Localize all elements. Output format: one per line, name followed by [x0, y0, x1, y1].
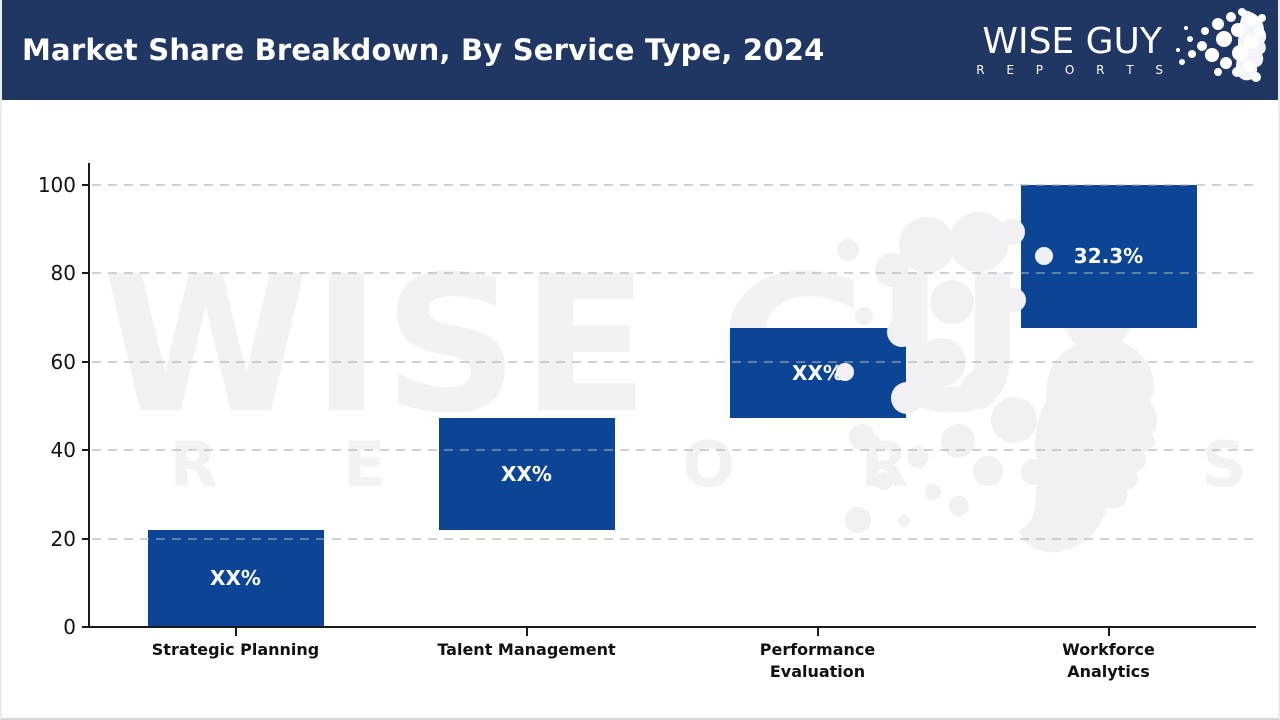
x-category-label: Performance Evaluation — [759, 640, 876, 681]
bar-segment: XX% — [438, 417, 615, 530]
y-tick-label: 20 — [50, 526, 76, 551]
x-category-label: Strategic Planning — [151, 640, 320, 659]
y-gridline — [92, 449, 1254, 452]
bar-value-label: XX% — [792, 360, 843, 385]
y-tick-mark — [82, 537, 90, 540]
y-tick-mark — [82, 449, 90, 452]
y-tick-mark — [82, 184, 90, 186]
y-tick-mark — [82, 360, 90, 363]
wiseguy-logo: WISE GUY R E P O R T S — [972, 4, 1266, 96]
y-tick-label: 100 — [37, 173, 76, 197]
y-tick-label: 80 — [50, 261, 76, 286]
logo-wordmark: WISE GUY R E P O R T S — [972, 20, 1172, 77]
logo-face-icon — [1176, 8, 1266, 82]
bar-segment: XX% — [147, 529, 324, 627]
bar-value-label: XX% — [210, 566, 261, 591]
x-tick-mark — [234, 628, 237, 636]
bar-segment: XX% — [729, 327, 906, 418]
page-title: Market Share Breakdown, By Service Type,… — [22, 33, 825, 67]
x-category-label: Talent Management — [437, 640, 616, 659]
header: Market Share Breakdown, By Service Type,… — [2, 0, 1278, 100]
y-axis-spine — [88, 163, 90, 628]
x-tick-mark — [1107, 628, 1110, 636]
logo-sub-text: R E P O R T S — [976, 62, 1172, 77]
y-gridline — [92, 184, 1254, 186]
y-gridline — [92, 360, 1254, 363]
logo-brand-text: WISE GUY — [982, 20, 1162, 62]
x-axis-spine — [88, 626, 1256, 628]
y-tick-label: 60 — [50, 349, 76, 374]
x-tick-mark — [816, 628, 819, 636]
bar-value-label: XX% — [501, 461, 552, 486]
x-category-label: Workforce Analytics — [1062, 640, 1155, 681]
y-tick-label: 40 — [50, 438, 76, 463]
y-tick-mark — [82, 626, 90, 628]
x-tick-mark — [525, 628, 528, 636]
y-gridline — [92, 537, 1254, 540]
y-gridline — [92, 272, 1254, 275]
y-tick-label: 0 — [63, 615, 76, 639]
y-tick-mark — [82, 272, 90, 275]
bar-value-label: 32.3% — [1073, 244, 1144, 269]
